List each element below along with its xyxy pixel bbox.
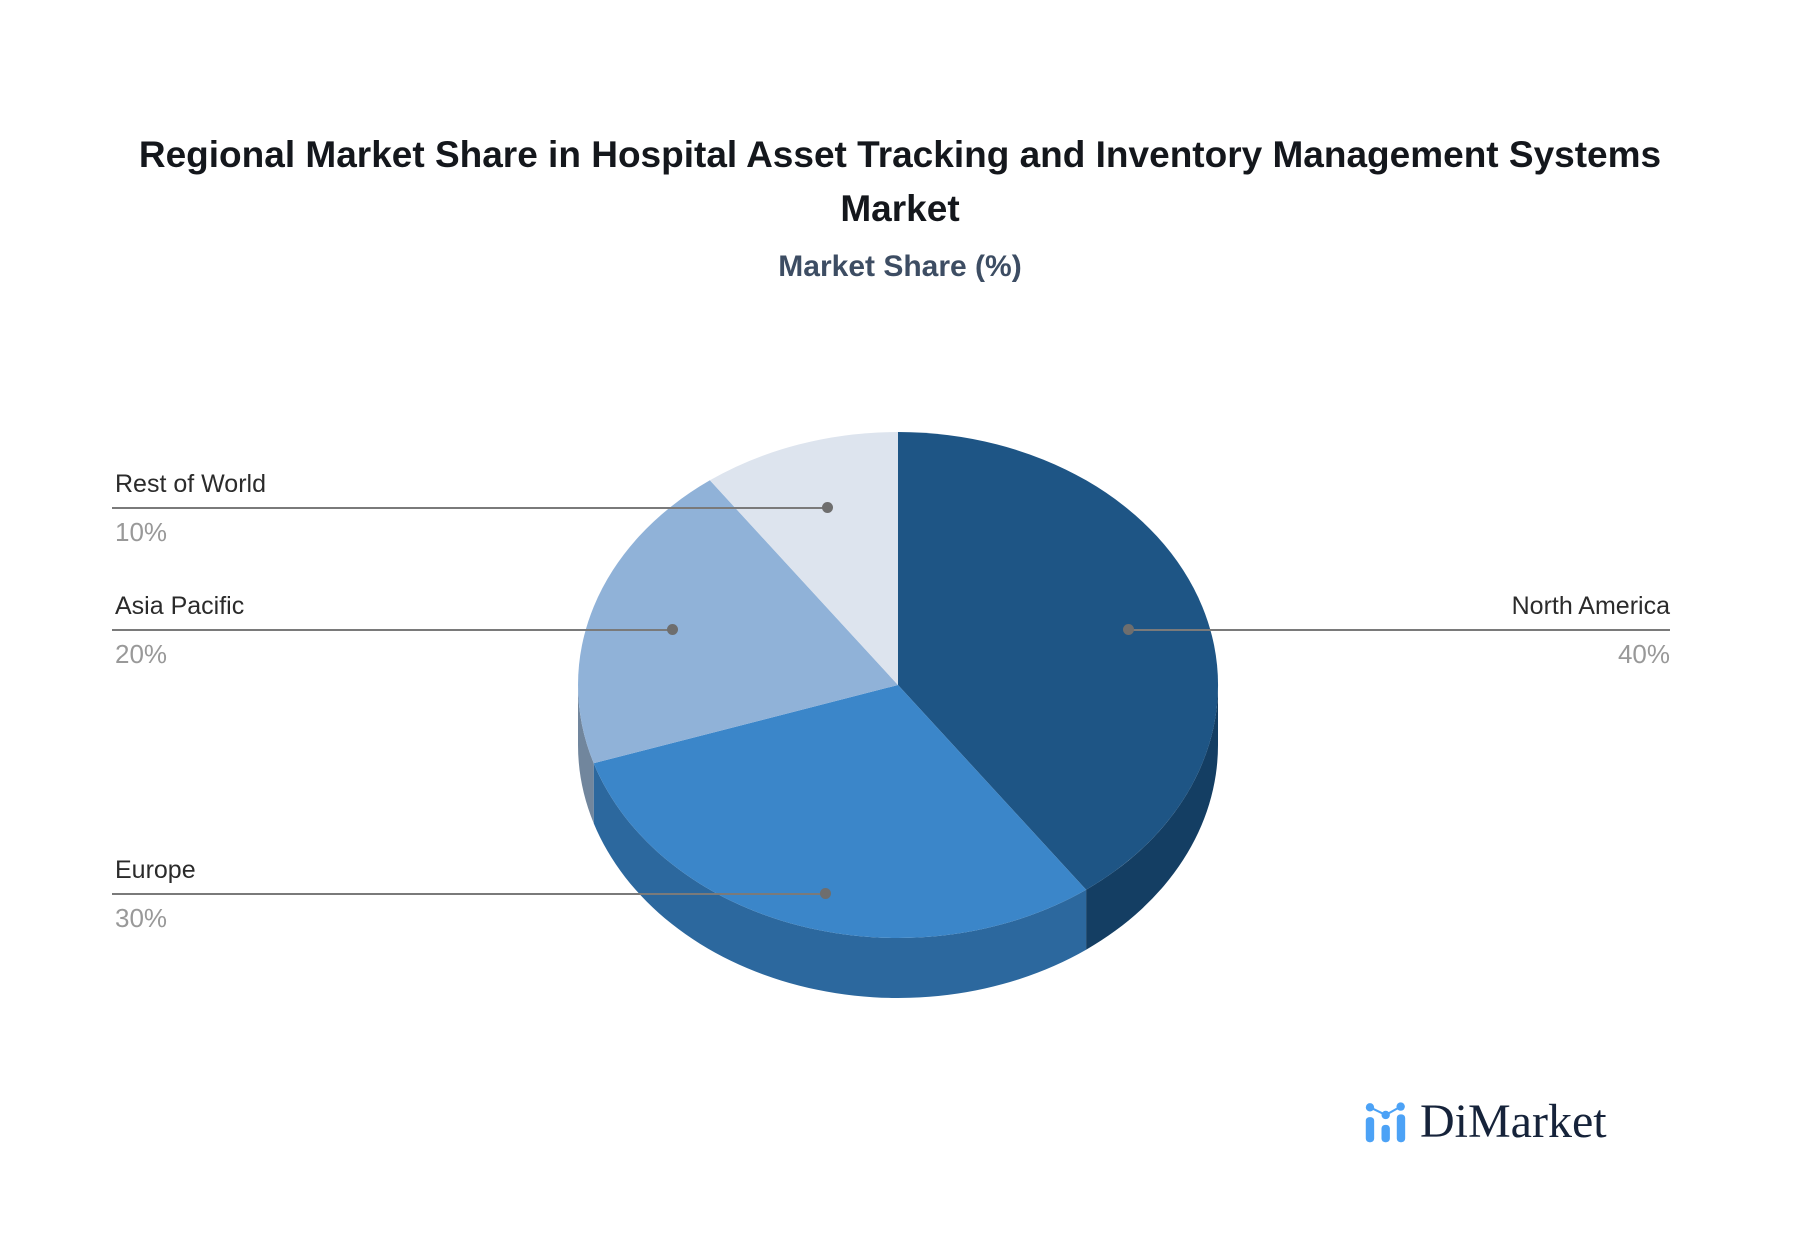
bar-chart-with-trend-dots-icon	[1365, 1102, 1406, 1143]
callout-asia-pacific-label: Asia Pacific	[115, 592, 245, 620]
dimarket-logo: DiMarket	[1364, 1098, 1607, 1146]
logo-text: DiMarket	[1420, 1095, 1607, 1148]
callout-rest-of-world-label: Rest of World	[115, 470, 266, 498]
callout-asia-pacific-line	[112, 629, 673, 631]
callout-north-america-value: 40%	[1617, 639, 1670, 669]
callout-rest-of-world-value: 10%	[115, 517, 168, 547]
pie-side-europe	[593, 763, 1087, 999]
callout-europe-value: 30%	[115, 903, 168, 933]
pie-side-asia-pacific	[578, 685, 594, 824]
pie-slice-europe	[593, 685, 1087, 939]
chart-title-line2: Market	[840, 188, 960, 229]
chart-subtitle: Market Share (%)	[778, 250, 1022, 283]
chart-title-line1: Regional Market Share in Hospital Asset …	[138, 134, 1662, 175]
callout-europe-line	[112, 893, 826, 895]
callout-asia-pacific-dot	[667, 624, 678, 635]
chart-title: Regional Market Share in Hospital Asset …	[0, 128, 1800, 236]
callout-north-america-line	[1129, 629, 1670, 631]
callout-north-america-dot	[1123, 624, 1134, 635]
pie-slice-rest-of-world	[709, 432, 898, 685]
logo-icon-shapes	[1365, 1102, 1406, 1143]
callout-europe-label: Europe	[115, 856, 196, 884]
callout-asia-pacific-value: 20%	[115, 639, 168, 669]
callout-rest-of-world-line	[112, 507, 828, 509]
pie-slice-north-america	[898, 431, 1219, 890]
callout-north-america-label: North America	[1511, 592, 1670, 620]
pie-side-north-america	[1086, 685, 1218, 950]
callout-rest-of-world-dot	[822, 502, 833, 513]
callout-europe-dot	[820, 888, 831, 899]
pie-slice-asia-pacific	[578, 480, 898, 764]
